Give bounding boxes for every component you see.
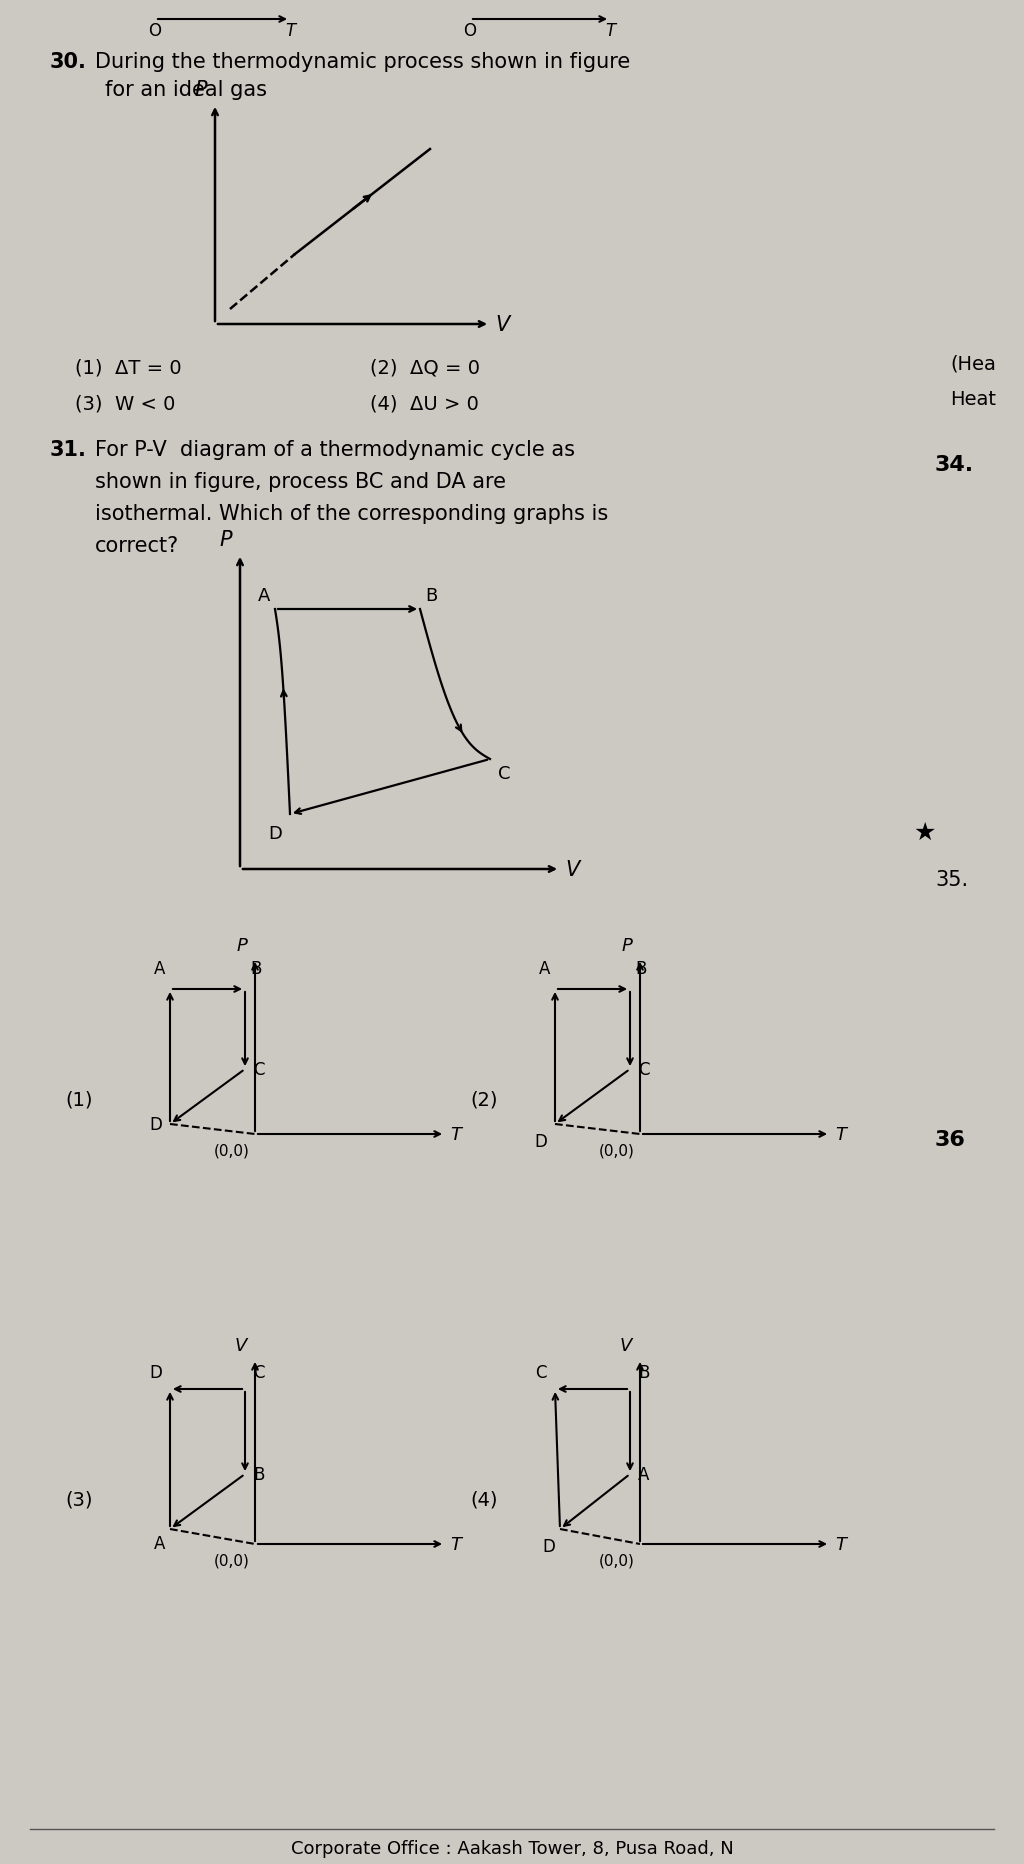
- Text: B: B: [253, 1465, 264, 1484]
- Text: P: P: [195, 80, 207, 101]
- Text: A: A: [539, 960, 550, 977]
- Text: (1)  ΔT = 0: (1) ΔT = 0: [75, 358, 181, 377]
- Text: 36: 36: [935, 1130, 966, 1150]
- Text: (0,0): (0,0): [599, 1553, 635, 1568]
- Text: T: T: [285, 22, 295, 39]
- Text: D: D: [150, 1363, 162, 1381]
- Text: 30.: 30.: [50, 52, 87, 73]
- Text: ★: ★: [913, 820, 936, 844]
- Text: B: B: [250, 960, 261, 977]
- Text: B: B: [425, 587, 437, 604]
- Text: V: V: [234, 1336, 247, 1355]
- Text: During the thermodynamic process shown in figure: During the thermodynamic process shown i…: [95, 52, 630, 73]
- Text: C: C: [253, 1061, 264, 1079]
- Text: T: T: [835, 1126, 846, 1143]
- Text: (2)  ΔQ = 0: (2) ΔQ = 0: [370, 358, 480, 377]
- Text: (3)  W < 0: (3) W < 0: [75, 395, 175, 414]
- Text: V: V: [620, 1336, 632, 1355]
- Text: correct?: correct?: [95, 535, 179, 555]
- Text: D: D: [542, 1538, 555, 1555]
- Text: C: C: [253, 1363, 264, 1381]
- Text: O: O: [148, 22, 162, 39]
- Text: (4)  ΔU > 0: (4) ΔU > 0: [370, 395, 479, 414]
- Text: D: D: [150, 1115, 162, 1133]
- Text: B: B: [638, 1363, 649, 1381]
- Text: for an ideal gas: for an ideal gas: [105, 80, 267, 101]
- Text: (Hea: (Hea: [950, 354, 996, 375]
- Text: D: D: [535, 1133, 547, 1150]
- Text: P: P: [622, 936, 632, 954]
- Text: Heat: Heat: [950, 390, 996, 408]
- Text: (4): (4): [470, 1489, 498, 1508]
- Text: Corporate Office : Aakash Tower, 8, Pusa Road, N: Corporate Office : Aakash Tower, 8, Pusa…: [291, 1840, 733, 1857]
- Text: 35.: 35.: [935, 869, 968, 889]
- Text: C: C: [536, 1363, 547, 1381]
- Text: C: C: [638, 1061, 649, 1079]
- Text: 34.: 34.: [935, 455, 974, 475]
- Text: (0,0): (0,0): [599, 1143, 635, 1158]
- Text: For P-V  diagram of a thermodynamic cycle as: For P-V diagram of a thermodynamic cycle…: [95, 440, 575, 460]
- Text: A: A: [154, 1534, 165, 1553]
- Text: (0,0): (0,0): [214, 1143, 250, 1158]
- Text: A: A: [258, 587, 270, 604]
- Text: (0,0): (0,0): [214, 1553, 250, 1568]
- Text: T: T: [450, 1536, 461, 1553]
- Text: shown in figure, process BC and DA are: shown in figure, process BC and DA are: [95, 472, 506, 492]
- Text: (1): (1): [65, 1089, 92, 1109]
- Text: A: A: [638, 1465, 649, 1484]
- Text: P: P: [219, 529, 232, 550]
- Text: isothermal. Which of the corresponding graphs is: isothermal. Which of the corresponding g…: [95, 503, 608, 524]
- Text: V: V: [495, 315, 509, 336]
- Text: A: A: [154, 960, 165, 977]
- Text: B: B: [635, 960, 646, 977]
- Text: (3): (3): [65, 1489, 92, 1508]
- Text: T: T: [835, 1536, 846, 1553]
- Text: D: D: [268, 824, 282, 843]
- Text: 31.: 31.: [50, 440, 87, 460]
- Text: P: P: [237, 936, 247, 954]
- Text: (2): (2): [470, 1089, 498, 1109]
- Text: C: C: [498, 764, 511, 783]
- Text: V: V: [565, 859, 580, 880]
- Text: T: T: [450, 1126, 461, 1143]
- Text: O: O: [464, 22, 476, 39]
- Text: T: T: [605, 22, 615, 39]
